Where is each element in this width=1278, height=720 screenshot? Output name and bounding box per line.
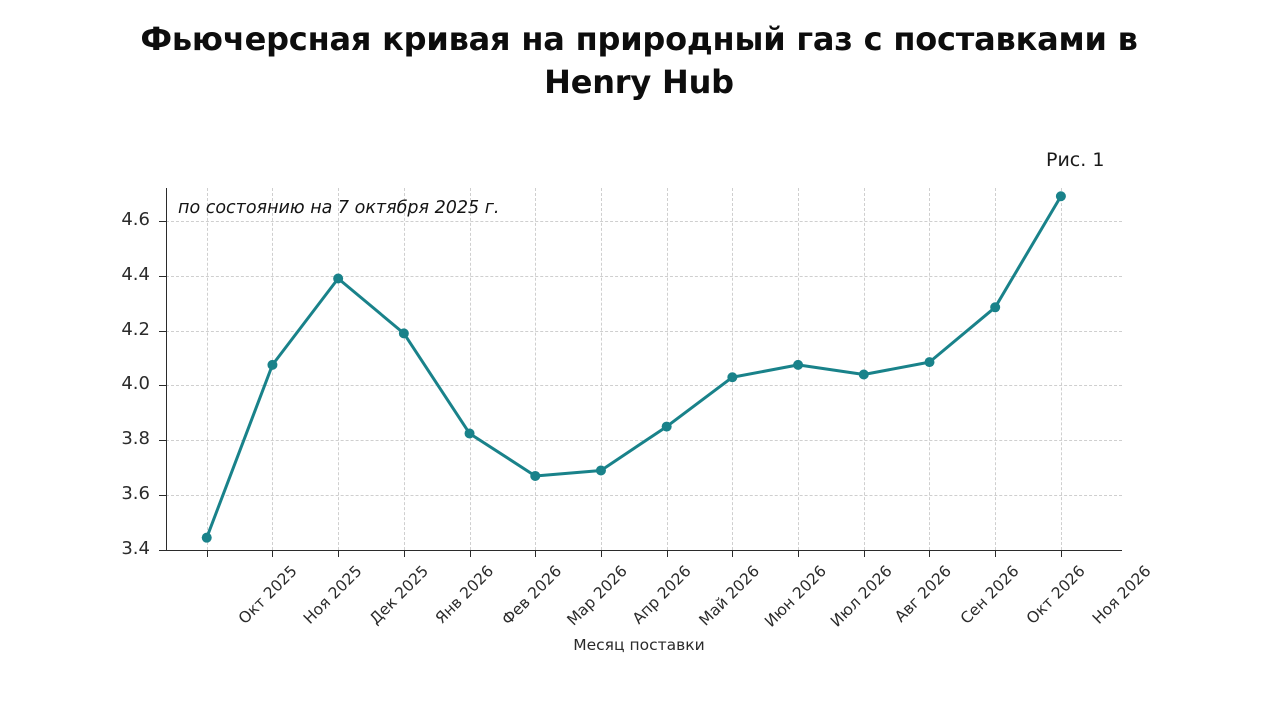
x-tick-mark [535, 550, 537, 557]
series-line-chart [201, 191, 1066, 543]
x-tick-label: Янв 2026 [431, 562, 497, 628]
x-tick-label: Окт 2025 [234, 562, 301, 628]
y-tick-mark [159, 220, 166, 222]
gridline-horizontal [166, 330, 1122, 332]
y-tick-label: 3.4 [121, 538, 150, 559]
x-tick-label: Ноя 2025 [300, 562, 367, 628]
y-axis-spine [166, 188, 167, 550]
y-tick-mark [159, 495, 166, 497]
y-tick-mark [159, 440, 166, 442]
gridline-vertical [1060, 188, 1062, 550]
gridline-vertical [995, 188, 997, 550]
gridline-vertical [732, 188, 734, 550]
data-point [1055, 191, 1066, 202]
data-point [595, 465, 606, 476]
y-tick-mark [159, 385, 166, 387]
y-tick-label: 4.4 [121, 263, 150, 285]
gridline-vertical [338, 188, 340, 550]
y-tick-label: 4.0 [121, 373, 150, 395]
y-tick-label: 3.6 [121, 483, 150, 505]
x-tick-mark [338, 550, 340, 557]
data-point [924, 357, 935, 368]
x-tick-label: Окт 2026 [1023, 562, 1089, 628]
x-tick-mark [206, 550, 208, 557]
gridline-vertical [600, 188, 602, 550]
page-title: Фьючерсная кривая на природный газ с пос… [140, 20, 1138, 101]
x-tick-mark [600, 550, 602, 557]
gridline-vertical [666, 188, 668, 550]
data-point [398, 328, 409, 339]
gridline-vertical [469, 188, 471, 550]
x-tick-label: Дек 2025 [366, 562, 433, 629]
chart-annotation: по состоянию на 7 октября 2025 г. [178, 198, 500, 218]
gridline-horizontal [166, 220, 1122, 222]
x-tick-label: Мар 2026 [563, 562, 632, 630]
gridline-vertical [206, 188, 208, 550]
x-axis-label: Месяц поставки [573, 636, 705, 654]
data-point [727, 372, 738, 383]
figure-label: Рис. 1 [1046, 149, 1105, 171]
x-tick-mark [403, 550, 405, 557]
x-tick-label: Фев 2026 [497, 562, 565, 629]
x-tick-label: Май 2026 [695, 562, 763, 630]
gridline-vertical [929, 188, 931, 550]
x-tick-mark [995, 550, 997, 557]
x-axis-spine [166, 550, 1122, 551]
x-tick-mark [798, 550, 800, 557]
data-point [661, 421, 672, 432]
y-tick-label: 3.8 [121, 428, 150, 450]
data-point [267, 359, 278, 370]
y-tick-mark [159, 330, 166, 332]
y-tick-label: 4.2 [121, 318, 150, 340]
x-tick-label: Июл 2026 [827, 562, 896, 631]
gridline-vertical [863, 188, 865, 550]
x-tick-label: Ноя 2026 [1088, 562, 1155, 628]
data-point [333, 273, 344, 284]
x-tick-mark [272, 550, 274, 557]
data-point [858, 369, 869, 380]
gridline-horizontal [166, 385, 1122, 387]
data-point [990, 302, 1001, 313]
series-markers [201, 191, 1066, 543]
data-point [530, 470, 541, 481]
y-tick-mark [159, 550, 166, 551]
y-tick-label: 4.6 [121, 208, 150, 230]
x-tick-mark [929, 550, 931, 557]
y-tick-mark [159, 275, 166, 277]
x-tick-label: Апр 2026 [628, 562, 695, 628]
gridline-vertical [403, 188, 405, 550]
x-tick-label: Сен 2026 [957, 562, 1024, 628]
data-point [793, 359, 804, 370]
series-polyline [205, 194, 1063, 540]
data-point [201, 532, 212, 543]
gridline-horizontal [166, 495, 1122, 497]
x-tick-mark [666, 550, 668, 557]
gridline-horizontal [166, 275, 1122, 277]
x-tick-label: Июн 2026 [761, 562, 831, 631]
gridline-vertical [535, 188, 537, 550]
x-tick-label: Авг 2026 [890, 562, 955, 626]
x-tick-mark [1060, 550, 1062, 557]
data-point [464, 428, 475, 439]
x-tick-mark [469, 550, 471, 557]
x-tick-mark [863, 550, 865, 557]
x-tick-mark [732, 550, 734, 557]
